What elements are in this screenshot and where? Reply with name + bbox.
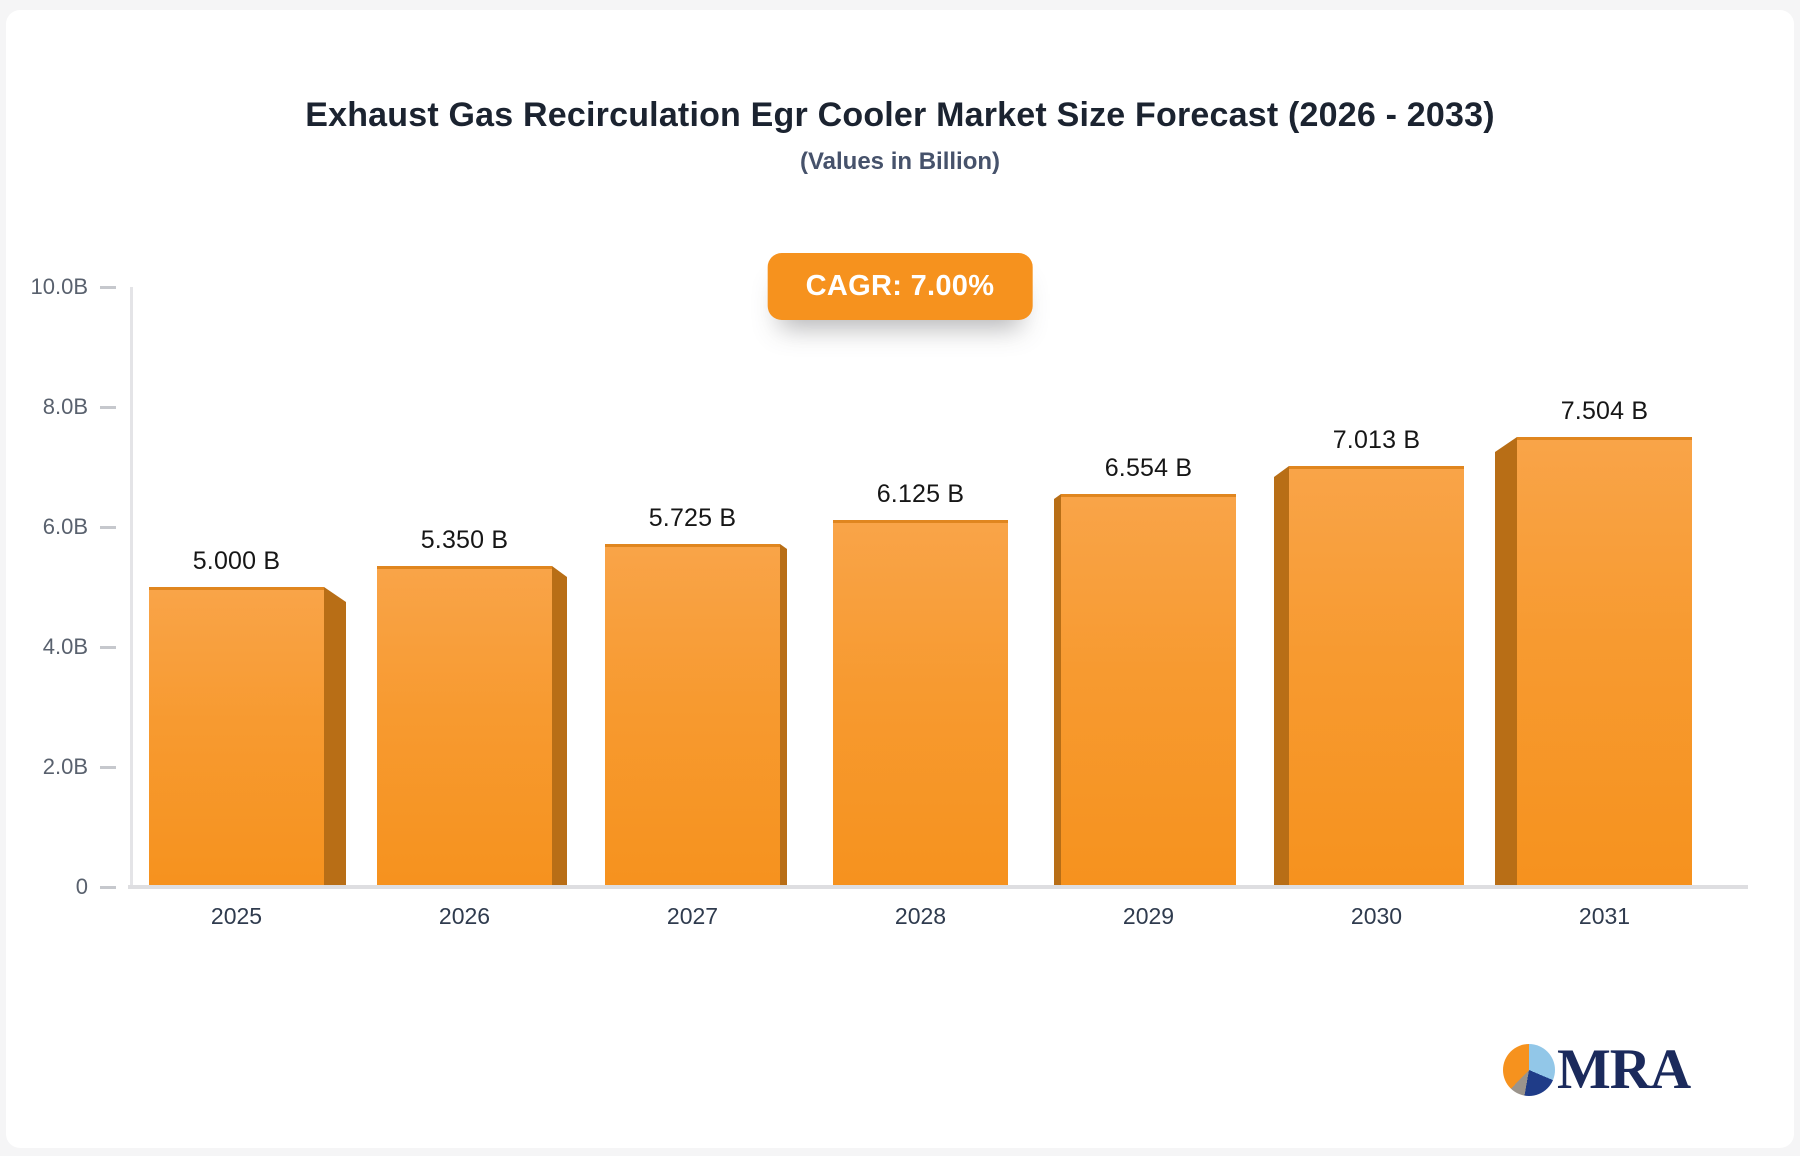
pie-chart-logo-icon	[1503, 1044, 1555, 1096]
bar-value-label-2028: 6.125 B	[876, 480, 965, 508]
bar-2027[interactable]	[605, 544, 780, 887]
chart-title: Exhaust Gas Recirculation Egr Cooler Mar…	[305, 96, 1495, 134]
y-axis-tick-mark	[100, 766, 116, 769]
mra-logo: MRA	[1503, 1038, 1691, 1101]
bar-value-label-2029: 6.554 B	[1104, 454, 1193, 482]
bar-2026[interactable]	[377, 566, 552, 887]
bar-side-2031	[1495, 437, 1517, 887]
cagr-badge: CAGR: 7.00%	[767, 253, 1033, 320]
x-axis-label-2029: 2029	[1122, 903, 1175, 929]
y-axis-tick-mark	[100, 646, 116, 649]
bar-2029[interactable]	[1061, 494, 1236, 887]
y-axis-tick-label: 0	[75, 874, 88, 899]
bar-side-2027	[780, 544, 787, 887]
bar-value-label-2026: 5.350 B	[420, 526, 509, 554]
y-axis-tick-mark	[100, 886, 116, 889]
y-axis-tick-label: 8.0B	[42, 394, 88, 419]
chart-subtitle: (Values in Billion)	[799, 148, 1001, 175]
bar-side-2030	[1274, 466, 1289, 887]
bar-2025[interactable]	[149, 587, 324, 887]
x-axis-label-2030: 2030	[1350, 903, 1403, 929]
x-axis-label-2028: 2028	[894, 903, 947, 929]
logo-text: MRA	[1557, 1038, 1691, 1101]
x-axis-label-2026: 2026	[438, 903, 491, 929]
y-axis-line	[130, 287, 133, 887]
y-axis-tick-label: 10.0B	[30, 274, 89, 299]
x-axis-label-2025: 2025	[210, 903, 263, 929]
x-axis-label-2031: 2031	[1578, 903, 1631, 929]
x-axis-line	[128, 885, 1748, 889]
bar-value-label-2027: 5.725 B	[648, 504, 737, 532]
bar-value-label-2031: 7.504 B	[1560, 397, 1649, 425]
y-axis-tick-label: 6.0B	[42, 514, 88, 539]
y-axis-tick-label: 4.0B	[42, 634, 88, 659]
bar-2030[interactable]	[1289, 466, 1464, 887]
y-axis-tick-mark	[100, 526, 116, 529]
bar-2028[interactable]	[833, 520, 1008, 887]
bar-side-2029	[1054, 494, 1061, 887]
bar-2031[interactable]	[1517, 437, 1692, 887]
bar-value-label-2025: 5.000 B	[192, 547, 281, 575]
bar-value-label-2030: 7.013 B	[1332, 426, 1421, 454]
bar-side-2025	[324, 587, 346, 887]
bar-side-2026	[552, 566, 567, 887]
y-axis-tick-label: 2.0B	[42, 754, 88, 779]
y-axis-tick-mark	[100, 286, 116, 289]
y-axis-tick-mark	[100, 406, 116, 409]
x-axis-label-2027: 2027	[666, 903, 719, 929]
